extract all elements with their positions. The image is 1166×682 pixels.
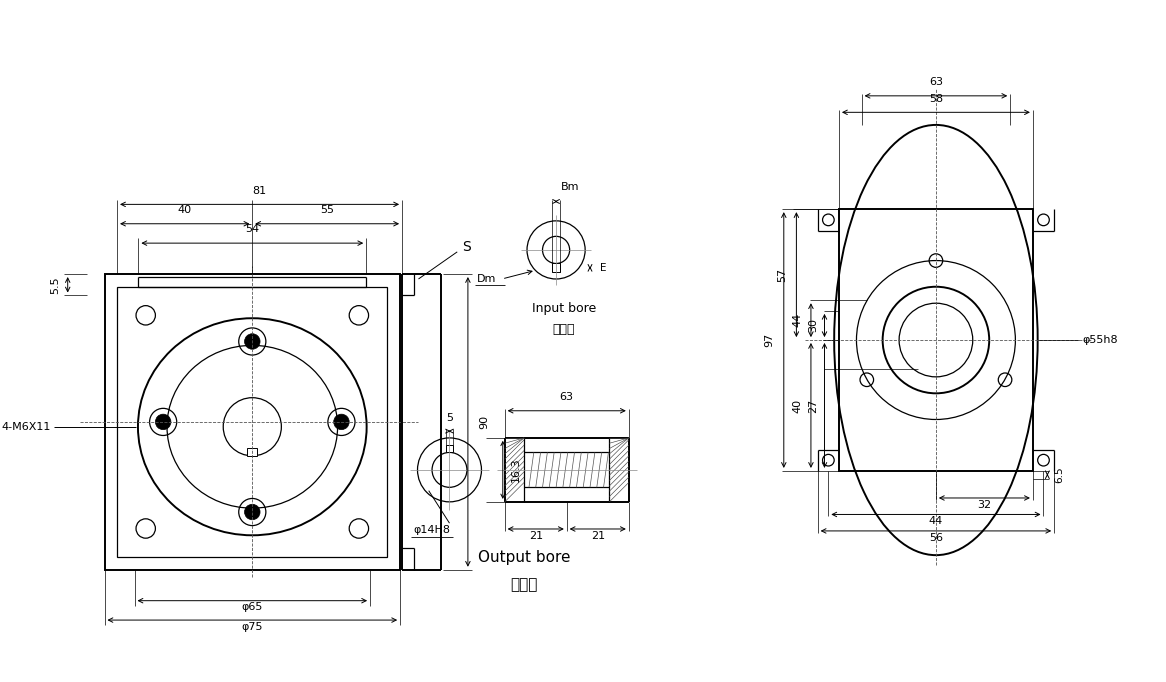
Text: 27: 27 (808, 398, 817, 413)
Text: 4-M6X11: 4-M6X11 (2, 421, 51, 432)
Circle shape (333, 414, 349, 430)
Text: 40: 40 (792, 398, 802, 413)
Text: S: S (462, 240, 471, 254)
Text: Dm: Dm (477, 274, 496, 284)
Text: 5: 5 (445, 413, 452, 424)
Text: Input bore: Input bore (532, 301, 596, 314)
Bar (247, 448, 258, 456)
Bar (552, 263, 561, 272)
Text: 63: 63 (929, 77, 943, 87)
Text: Bm: Bm (561, 182, 580, 192)
Text: φ75: φ75 (241, 622, 264, 632)
Text: 21: 21 (591, 531, 605, 541)
Bar (445, 445, 454, 452)
Text: 输入孔: 输入孔 (553, 323, 575, 336)
Text: 97: 97 (764, 333, 774, 347)
Text: 6.5: 6.5 (1054, 466, 1065, 483)
Text: φ55h8: φ55h8 (1082, 335, 1118, 345)
Text: 30: 30 (808, 318, 817, 333)
Text: 54: 54 (245, 224, 259, 235)
Text: Output bore: Output bore (478, 550, 570, 565)
Text: 63: 63 (560, 392, 574, 402)
Text: 56: 56 (929, 533, 943, 543)
Bar (105, 274, 400, 569)
Text: φ65: φ65 (241, 602, 264, 612)
Text: 81: 81 (253, 186, 267, 196)
Text: 55: 55 (321, 205, 335, 215)
Circle shape (155, 414, 171, 430)
Text: 5.5: 5.5 (50, 276, 59, 294)
Text: 44: 44 (929, 516, 943, 526)
Text: 44: 44 (792, 313, 802, 327)
Bar (117, 286, 387, 557)
Circle shape (245, 504, 260, 520)
Text: 90: 90 (479, 415, 490, 429)
Text: 58: 58 (929, 93, 943, 104)
Text: E: E (599, 263, 606, 273)
Text: 16.3: 16.3 (511, 458, 520, 482)
Text: 输出孔: 输出孔 (511, 577, 538, 592)
Text: φ14H8: φ14H8 (414, 525, 450, 535)
Text: 21: 21 (528, 531, 543, 541)
Text: 40: 40 (177, 205, 191, 215)
Bar (840, 209, 1033, 471)
Circle shape (245, 333, 260, 349)
Text: 57: 57 (777, 267, 787, 282)
Text: 32: 32 (977, 500, 991, 509)
